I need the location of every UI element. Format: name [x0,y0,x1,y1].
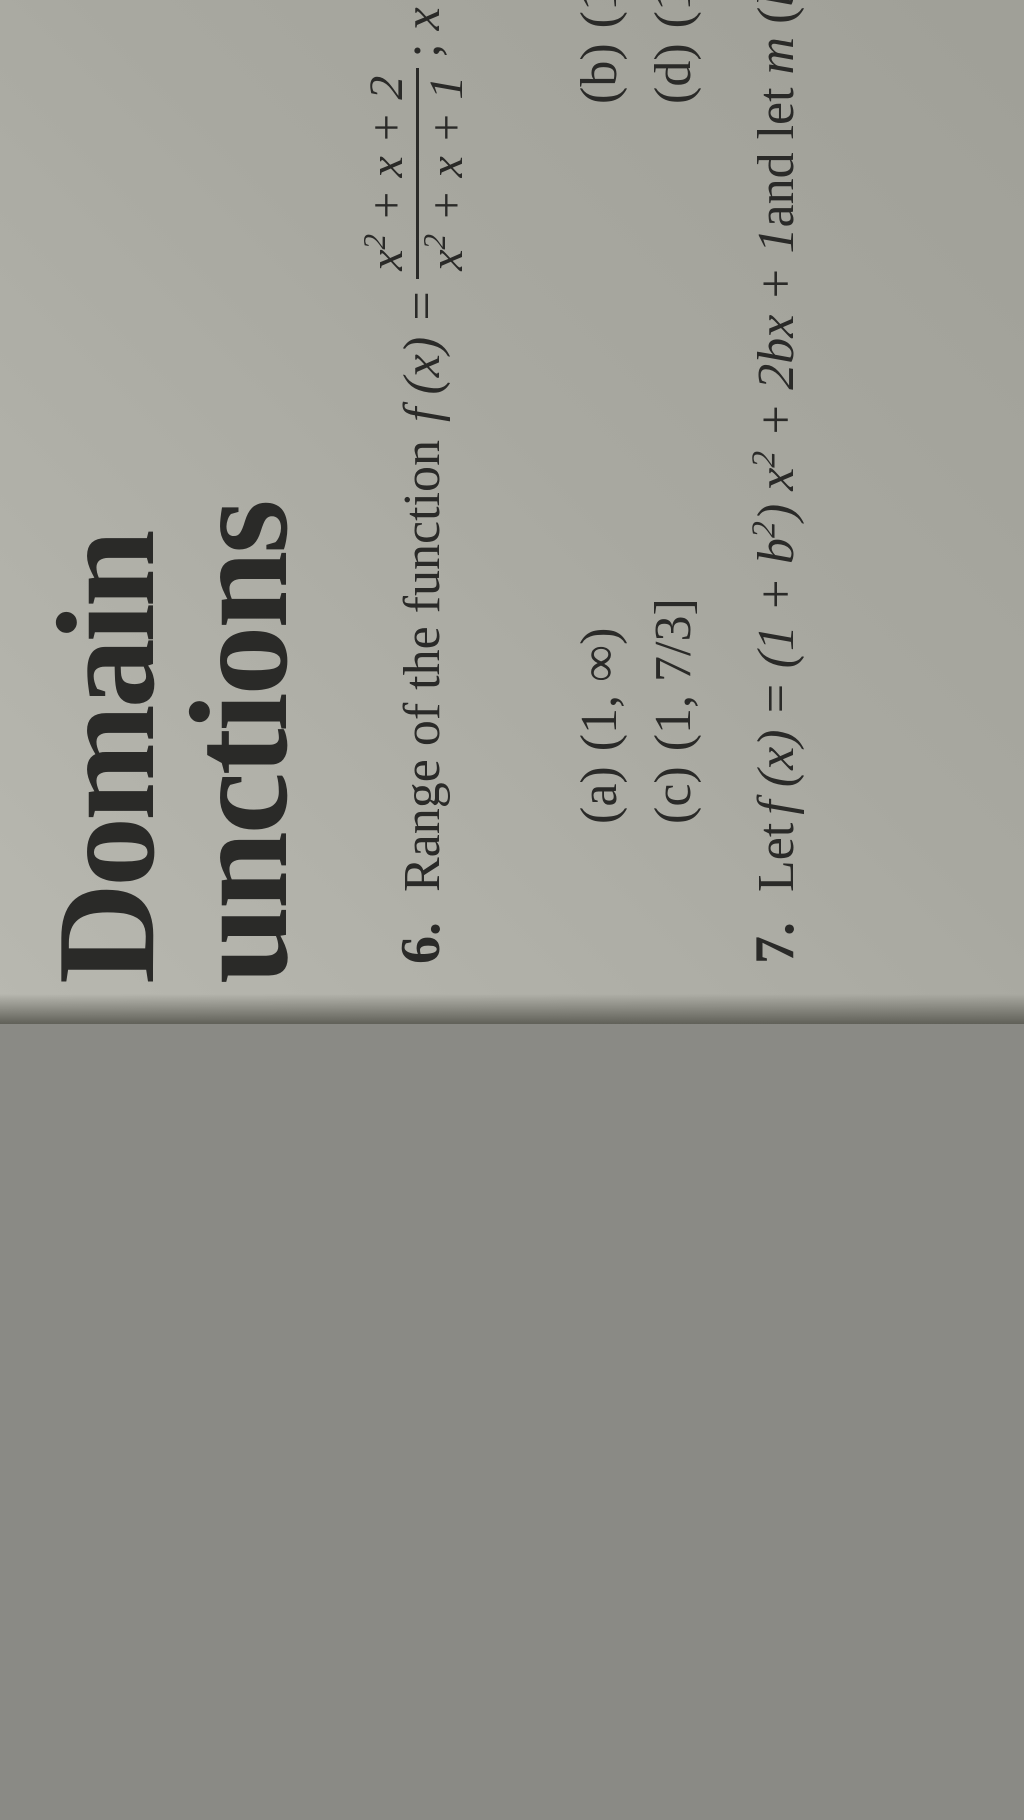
question-7-body: Let f (x) = (1 + b2) x2 + 2bx + 1 and le… [747,0,806,892]
option-c: (c) (1, 7/3] [644,184,703,824]
question-6-options: (a) (1, ∞) (b) (1, 11/7) (c) (1, 7/3] (d… [570,0,703,824]
option-b-label: (b) [570,43,629,104]
q6-prefix: Range of the function [393,440,452,892]
q6-func-left: f (x) = [393,289,452,422]
q7-suffix: and let m (b) be the [747,0,806,228]
fraction-numerator: x2 + x + 2 [361,68,419,279]
option-c-label: (c) [644,766,703,824]
option-c-value: (1, 7/3] [644,598,703,751]
option-b-value: (1, 11/7) [570,0,629,28]
question-7: 7. Let f (x) = (1 + b2) x2 + 2bx + 1 and… [743,0,807,964]
question-6-year: (2003, 2M) [494,0,545,964]
question-body: Range of the function f (x) = x2 + x + 2… [366,0,479,892]
q6-suffix: ; x ∈ R is [392,0,452,58]
q7-prefix: Let [747,823,806,892]
option-d-label: (d) [644,43,703,104]
option-d: (d) (1, 7/5) [644,0,703,104]
question-number: 6. [389,922,453,964]
question-number: 7. [743,922,807,964]
q6-fraction: x2 + x + 2 x2 + x + 1 [361,68,474,279]
heading-line1: Domain [40,0,173,984]
option-a-label: (a) [570,766,629,824]
option-a: (a) (1, ∞) [570,184,629,824]
option-b: (b) (1, 11/7) [570,0,629,104]
question-6-text: 6. Range of the function f (x) = x2 + x … [366,0,479,964]
heading-line2: unctions [173,0,306,984]
question-6: 6. Range of the function f (x) = x2 + x … [366,0,703,964]
option-a-value: (1, ∞) [570,628,629,752]
fraction-denominator: x2 + x + 1 [419,68,474,279]
option-d-value: (1, 7/5) [644,0,703,28]
section-heading: Domain unctions [40,0,306,984]
q7-function: f (x) = (1 + b2) x2 + 2bx + 1 [747,228,806,815]
